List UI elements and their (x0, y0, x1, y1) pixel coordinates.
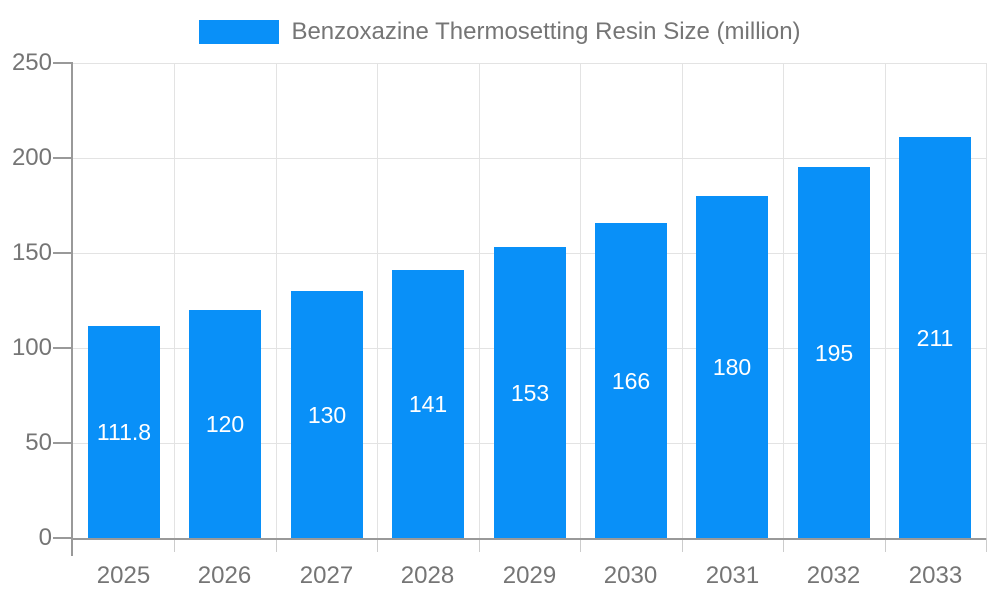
y-axis-label: 0 (38, 524, 52, 551)
bar: 141 (392, 270, 464, 538)
y-axis-line (71, 63, 73, 556)
x-axis-label: 2033 (908, 562, 963, 589)
x-axis-tick (885, 538, 886, 552)
y-axis-tick (53, 442, 73, 444)
x-axis-tick (174, 538, 175, 552)
x-axis-label: 2029 (502, 562, 557, 589)
y-axis-tick (53, 537, 73, 539)
grid-line-v (885, 63, 886, 538)
bar-value-label: 130 (307, 402, 347, 428)
grid-line-v (276, 63, 277, 538)
grid-line-v (580, 63, 581, 538)
y-axis-label: 150 (11, 239, 52, 266)
bar: 195 (798, 167, 870, 538)
y-axis-label: 200 (11, 144, 52, 171)
grid-line-h (73, 63, 986, 64)
bar-value-label: 195 (814, 340, 854, 366)
bar-value-label: 153 (510, 380, 550, 406)
x-axis-label: 2031 (705, 562, 760, 589)
grid-line-v (783, 63, 784, 538)
y-axis-tick (53, 157, 73, 159)
x-axis-tick (580, 538, 581, 552)
legend: Benzoxazine Thermosetting Resin Size (mi… (0, 18, 1000, 46)
x-axis-label: 2032 (806, 562, 861, 589)
x-axis-tick (276, 538, 277, 552)
y-axis-tick (53, 62, 73, 64)
grid-line-v (377, 63, 378, 538)
y-axis-label: 50 (25, 429, 52, 456)
grid-line-v (479, 63, 480, 538)
bar: 166 (595, 223, 667, 538)
x-axis-line (71, 538, 986, 540)
y-axis-tick (53, 252, 73, 254)
x-axis-label: 2030 (603, 562, 658, 589)
y-axis-label: 100 (11, 334, 52, 361)
grid-line-v (174, 63, 175, 538)
x-axis-label: 2026 (197, 562, 252, 589)
y-axis-tick (53, 347, 73, 349)
x-axis-label: 2028 (400, 562, 455, 589)
grid-line-v (986, 63, 987, 538)
bar-value-label: 211 (916, 325, 954, 351)
x-axis-tick (479, 538, 480, 552)
bar-value-label: 120 (205, 411, 245, 437)
bar: 111.8 (88, 326, 160, 538)
bar: 153 (494, 247, 566, 538)
x-axis-label: 2025 (96, 562, 151, 589)
bar-value-label: 166 (611, 368, 651, 394)
grid-line-h (73, 158, 986, 159)
bar-value-label: 180 (712, 354, 752, 380)
bar: 180 (696, 196, 768, 538)
bar-value-label: 111.8 (96, 419, 152, 445)
x-axis-tick (783, 538, 784, 552)
legend-swatch (199, 20, 280, 44)
bar: 130 (291, 291, 363, 538)
grid-line-v (682, 63, 683, 538)
x-axis-tick (682, 538, 683, 552)
y-axis-label: 250 (11, 49, 52, 76)
x-axis-tick (377, 538, 378, 552)
x-axis-label: 2027 (299, 562, 354, 589)
bar: 211 (899, 137, 971, 538)
x-axis-tick (986, 538, 987, 552)
bar: 120 (189, 310, 261, 538)
bar-value-label: 141 (408, 391, 448, 417)
legend-label: Benzoxazine Thermosetting Resin Size (mi… (291, 18, 801, 45)
